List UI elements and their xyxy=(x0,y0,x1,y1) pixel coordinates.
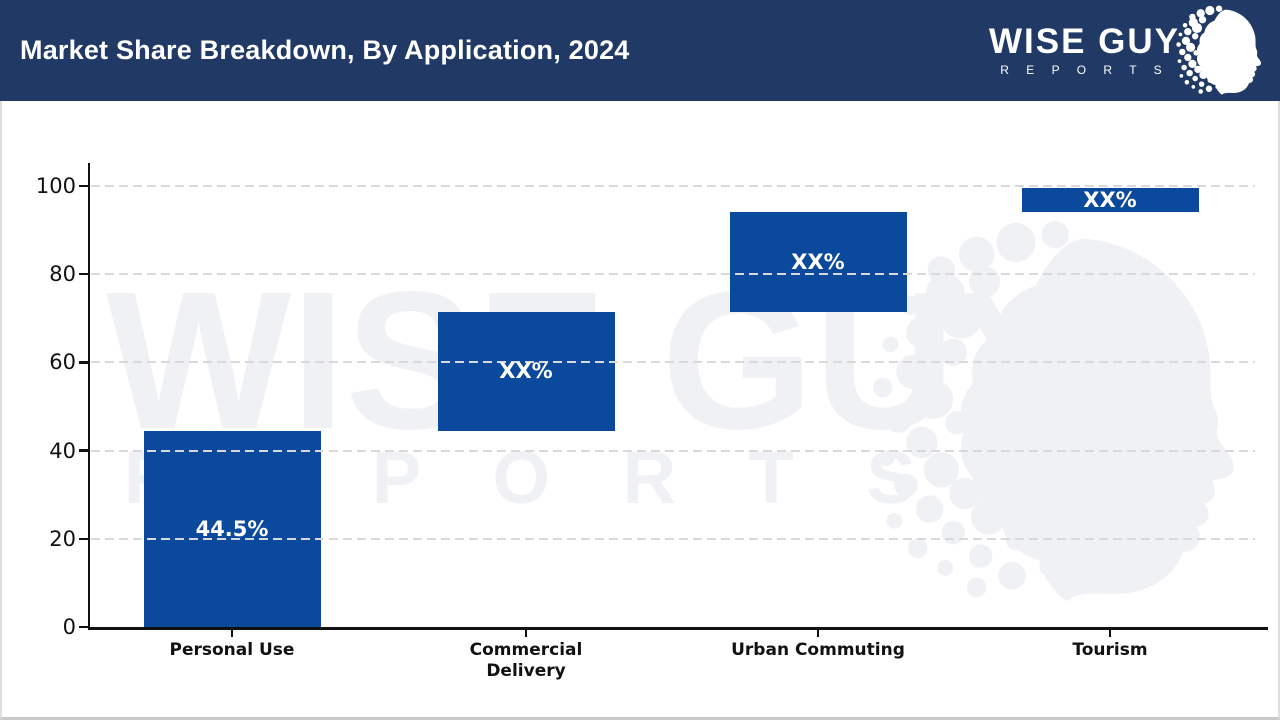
gridline-40 xyxy=(91,449,1255,452)
x-tick-commercial-delivery xyxy=(524,629,528,637)
bar-tourism xyxy=(1021,188,1199,213)
gridline-60 xyxy=(91,361,1255,364)
bar-value-label: XX% xyxy=(499,359,553,384)
y-tick-0 xyxy=(79,625,89,629)
y-axis-line xyxy=(87,163,90,630)
x-category-label: Personal Use xyxy=(169,640,295,660)
gridline-80 xyxy=(91,273,1255,276)
bar-personal-use xyxy=(143,430,321,627)
y-tick-40 xyxy=(79,449,89,452)
y-tick-label: 0 xyxy=(62,615,76,639)
x-category-label: Tourism xyxy=(1072,640,1148,660)
x-tick-urban-commuting xyxy=(816,629,820,637)
bar-urban-commuting xyxy=(729,212,907,312)
wiseguy-logo-text: WISE GUY R E P O R T S xyxy=(989,24,1180,77)
y-tick-label: 40 xyxy=(49,438,76,463)
bar-value-label: XX% xyxy=(1083,188,1137,213)
page-title: Market Share Breakdown, By Application, … xyxy=(20,35,630,65)
y-tick-60 xyxy=(79,361,89,364)
x-tick-personal-use xyxy=(230,629,234,637)
x-category-label: Urban Commuting xyxy=(731,640,905,660)
y-tick-80 xyxy=(79,272,89,276)
wiseguy-logo: WISE GUY R E P O R T S xyxy=(989,4,1266,97)
bar-value-label: 44.5% xyxy=(195,516,269,541)
x-category-label: Commercial Delivery xyxy=(469,640,583,681)
y-tick-label: 80 xyxy=(49,262,76,287)
header: Market Share Breakdown, By Application, … xyxy=(0,0,1280,101)
bar-value-label: XX% xyxy=(791,250,845,275)
wiseguy-face-icon xyxy=(1176,4,1261,95)
logo-name-text: WISE GUY xyxy=(988,22,1180,61)
x-axis-line xyxy=(87,627,1268,630)
gridline-20 xyxy=(91,537,1255,540)
bar-commercial-delivery xyxy=(437,311,615,431)
chart-area: WISE GUY R E P O R T S 02040608010044.5%… xyxy=(0,101,1280,720)
gridline-100 xyxy=(91,185,1255,187)
y-tick-100 xyxy=(79,184,89,188)
y-tick-label: 60 xyxy=(49,350,76,375)
y-tick-label: 20 xyxy=(49,526,76,551)
y-tick-20 xyxy=(79,537,89,541)
logo-sub-text: R E P O R T S xyxy=(1000,63,1169,77)
x-tick-tourism xyxy=(1108,629,1112,637)
watermark-face-icon xyxy=(872,220,1234,602)
y-tick-label: 100 xyxy=(35,174,76,198)
